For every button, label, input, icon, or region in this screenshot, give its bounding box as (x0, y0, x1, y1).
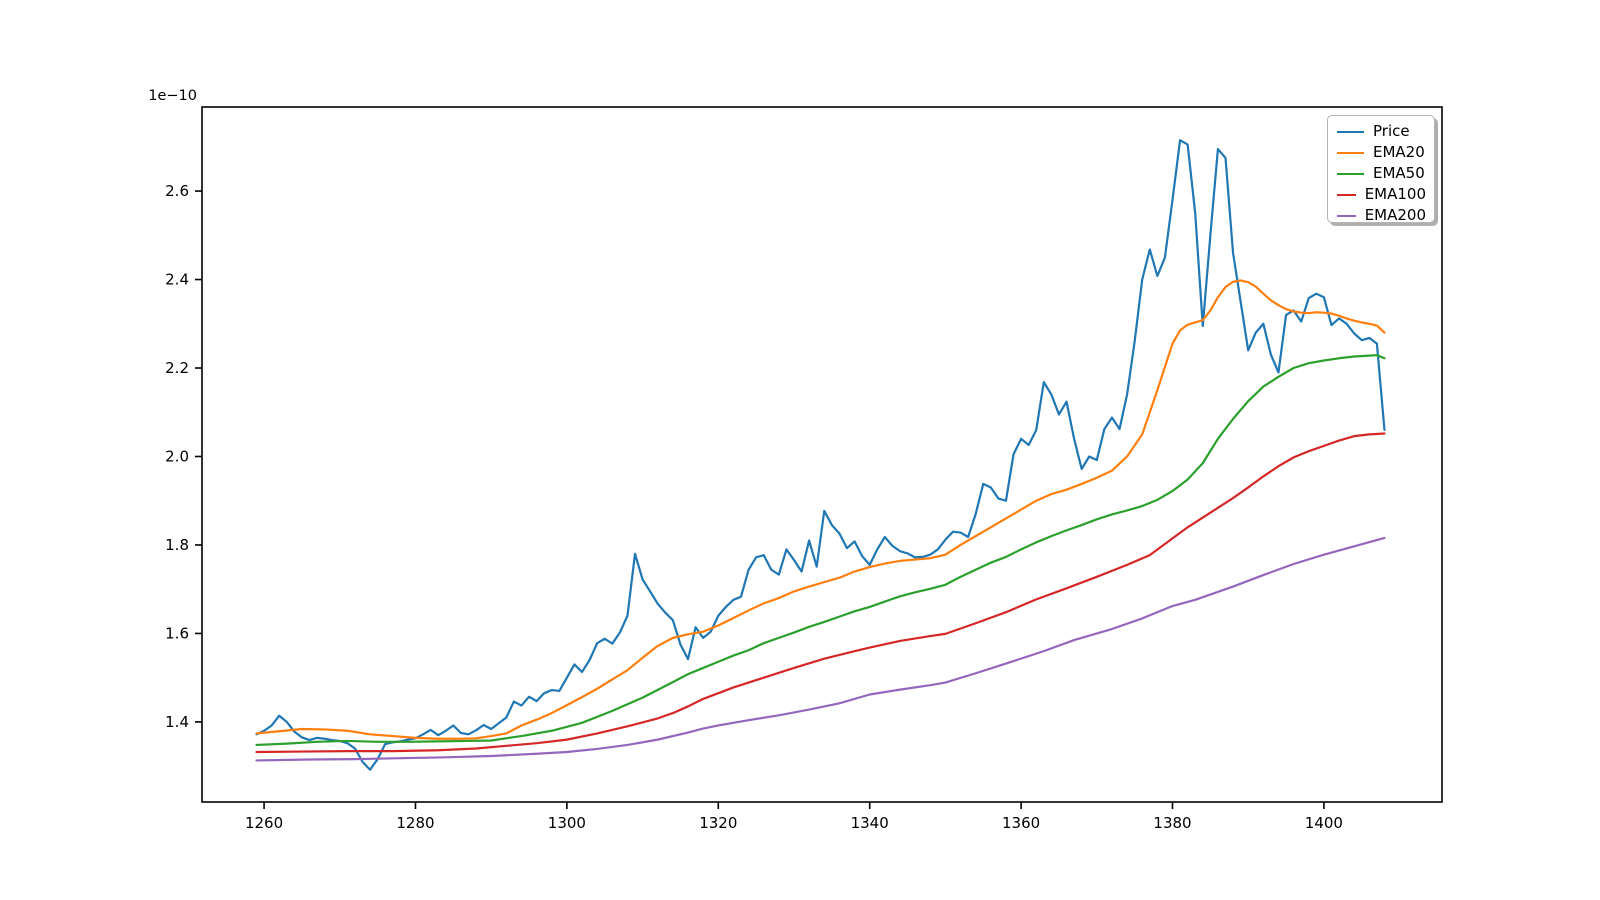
axis-ticks: 1260 1280 1300 1320 1340 1360 1380 1400 1.4 1.6 1.… (165, 182, 1343, 832)
x-tick-label: 1280 (396, 814, 434, 832)
y-tick-label: 2.0 (165, 447, 189, 465)
x-tick-label: 1340 (851, 814, 889, 832)
y-tick-label: 2.2 (165, 359, 189, 377)
y-axis-offset-label: 1e−10 (148, 88, 197, 104)
legend-item-ema20: EMA20 (1337, 142, 1426, 163)
x-tick-label: 1380 (1153, 814, 1191, 832)
legend-line-swatch (1337, 172, 1364, 175)
legend: Price EMA20 EMA50 EMA100 EMA200 (1327, 115, 1435, 226)
y-tick-label: 2.4 (165, 271, 189, 289)
ema100-line (255, 432, 1386, 754)
legend-label: EMA100 (1364, 185, 1426, 203)
x-tick-label: 1320 (699, 814, 737, 832)
legend-line-swatch (1337, 214, 1356, 217)
legend-line-swatch (1337, 130, 1364, 133)
legend-line-swatch (1337, 151, 1364, 154)
legend-label: EMA20 (1373, 143, 1425, 161)
x-tick-label: 1260 (245, 814, 283, 832)
series-lines (255, 139, 1386, 771)
legend-item-ema50: EMA50 (1337, 163, 1426, 184)
ema20-line (255, 279, 1386, 740)
x-tick-label: 1300 (548, 814, 586, 832)
legend-label: EMA50 (1373, 164, 1425, 182)
legend-item-ema100: EMA100 (1337, 184, 1426, 205)
legend-label: Price (1373, 122, 1410, 140)
legend-item-price: Price (1337, 121, 1426, 142)
y-tick-label: 1.4 (165, 713, 189, 731)
x-tick-label: 1400 (1305, 814, 1343, 832)
legend-label: EMA200 (1364, 206, 1426, 224)
y-tick-label: 1.6 (165, 624, 189, 642)
y-tick-label: 1.8 (165, 536, 189, 554)
axes-spines (201, 106, 1443, 803)
ema200-line (255, 536, 1386, 762)
price-line (255, 139, 1386, 771)
legend-item-ema200: EMA200 (1337, 205, 1426, 226)
x-tick-label: 1360 (1002, 814, 1040, 832)
legend-line-swatch (1337, 193, 1356, 196)
y-tick-label: 2.6 (165, 182, 189, 200)
ema50-line (255, 354, 1386, 747)
